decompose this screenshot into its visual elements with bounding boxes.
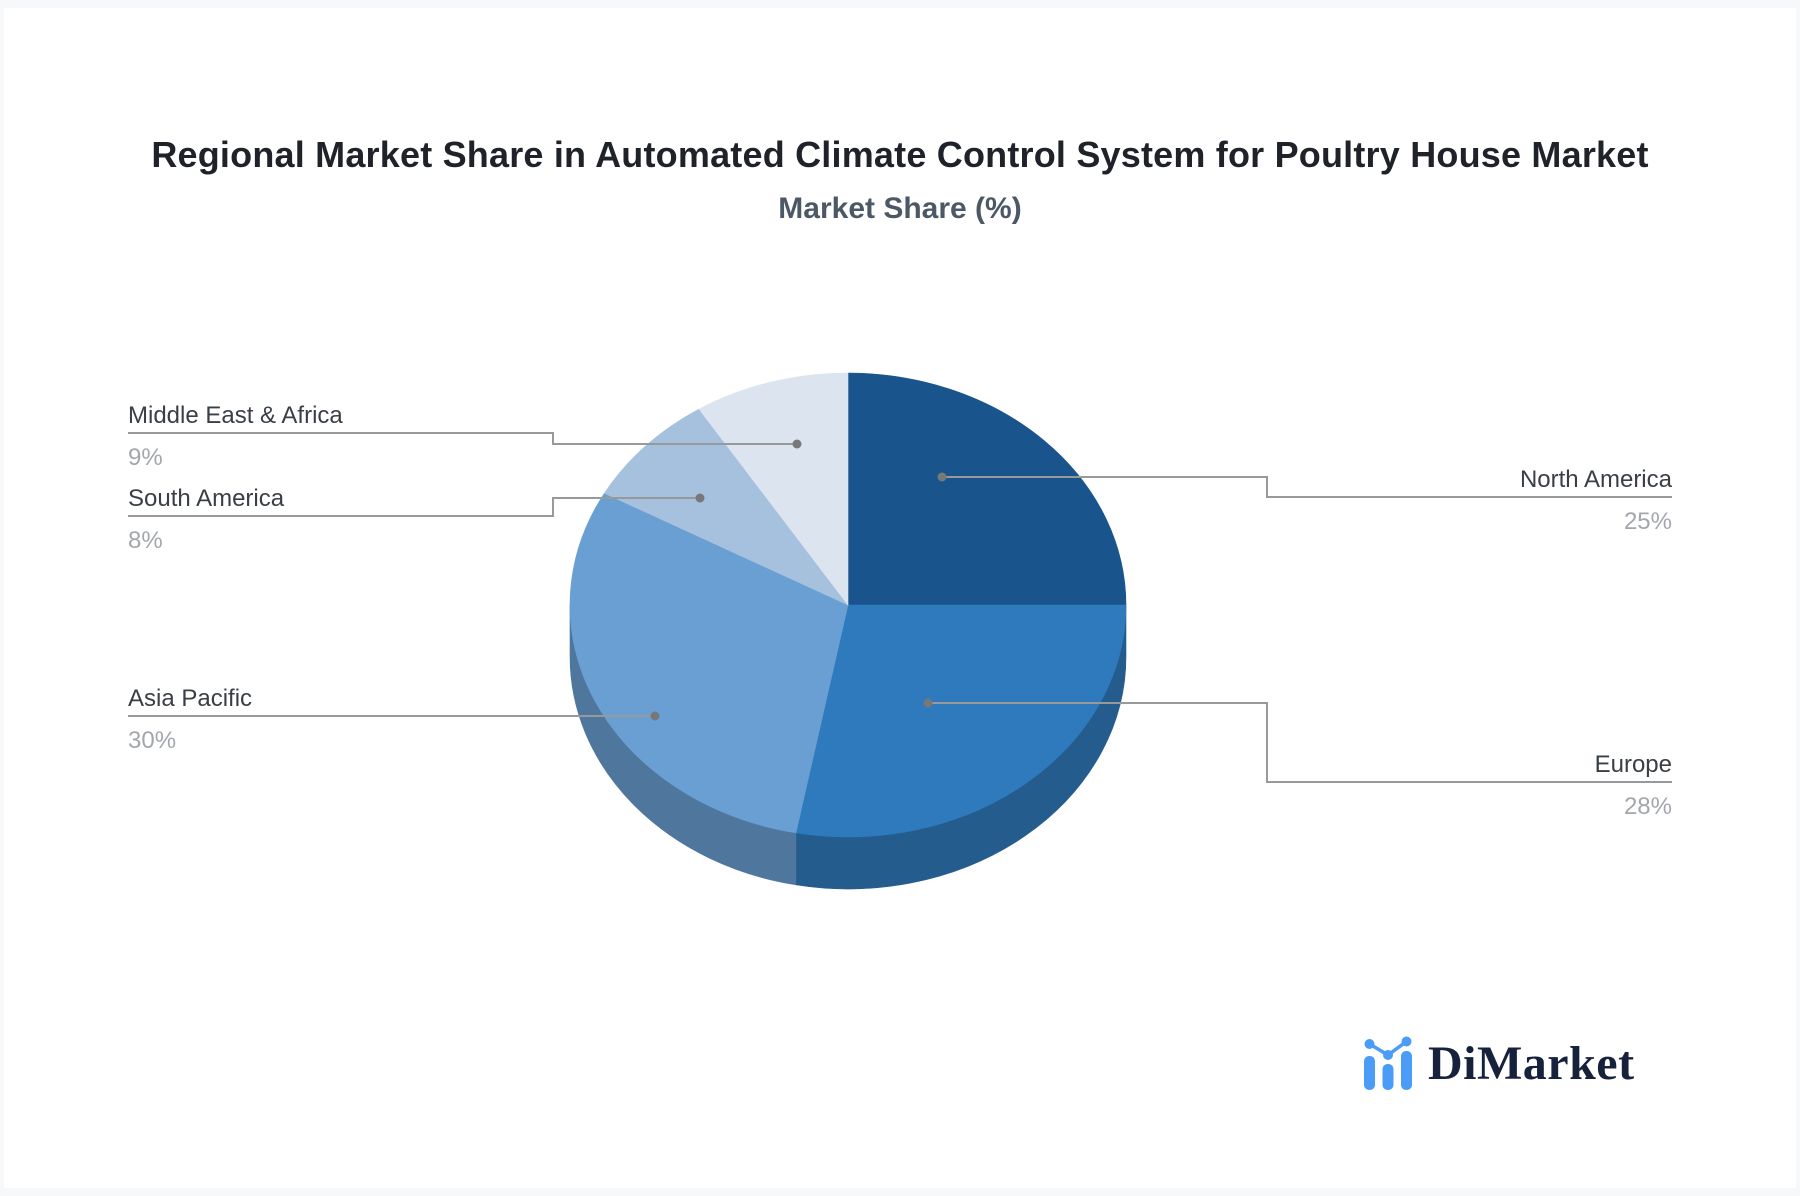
leader-dot-asia-pacific <box>650 711 660 721</box>
chart-title: Regional Market Share in Automated Clima… <box>151 134 1649 175</box>
callout-asia-pacific: Asia Pacific 30% <box>128 684 553 756</box>
logo-bar-right <box>1401 1051 1412 1090</box>
leader-line-middle-east-africa <box>128 432 797 445</box>
pie-slice-south-america[interactable] <box>603 408 849 606</box>
callout-south-america: South America 8% <box>128 484 553 556</box>
leader-line-europe <box>928 702 1672 783</box>
logo-dot-right <box>1401 1036 1412 1047</box>
pie-slice-north-america[interactable] <box>847 372 1127 606</box>
leader-line-north-america <box>942 476 1672 498</box>
leader-dot-south-america <box>695 493 705 503</box>
callout-value: 25% <box>1623 508 1672 535</box>
logo-dot-middle <box>1383 1050 1393 1060</box>
callout-label: South America <box>128 485 285 512</box>
callout-north-america: North America 25% <box>1247 465 1672 537</box>
callout-value: 8% <box>128 527 163 554</box>
callout-europe: Europe 28% <box>1247 750 1672 822</box>
leader-dot-europe <box>923 698 933 708</box>
leader-lines <box>128 432 1672 783</box>
leader-line-south-america <box>128 497 700 517</box>
pie-slice-asia-pacific[interactable] <box>569 492 849 834</box>
callout-label: Middle East & Africa <box>128 402 343 429</box>
logo-dot-left <box>1364 1039 1375 1049</box>
callout-value: 9% <box>128 444 163 471</box>
logo-bar-left <box>1364 1056 1375 1090</box>
logo-bar-middle <box>1382 1064 1394 1090</box>
brand-name: DiMarket <box>1428 1037 1635 1090</box>
leader-dot-north-america <box>937 472 947 482</box>
pie-slice-middle-east-africa[interactable] <box>698 372 849 606</box>
brand-logo: DiMarket <box>1362 1036 1635 1092</box>
callout-label: Europe <box>1594 751 1672 778</box>
callout-value: 28% <box>1623 793 1672 820</box>
callout-middle-east-africa: Middle East & Africa 9% <box>128 401 553 473</box>
dimarket-logo-icon <box>1364 1036 1412 1090</box>
leader-dot-middle-east-africa <box>792 439 802 449</box>
pie-slice-europe[interactable] <box>795 604 1127 838</box>
callout-label: North America <box>1519 466 1672 493</box>
chart-subtitle: Market Share (%) <box>778 192 1022 225</box>
callout-value: 30% <box>128 727 177 754</box>
callout-label: Asia Pacific <box>128 685 253 712</box>
